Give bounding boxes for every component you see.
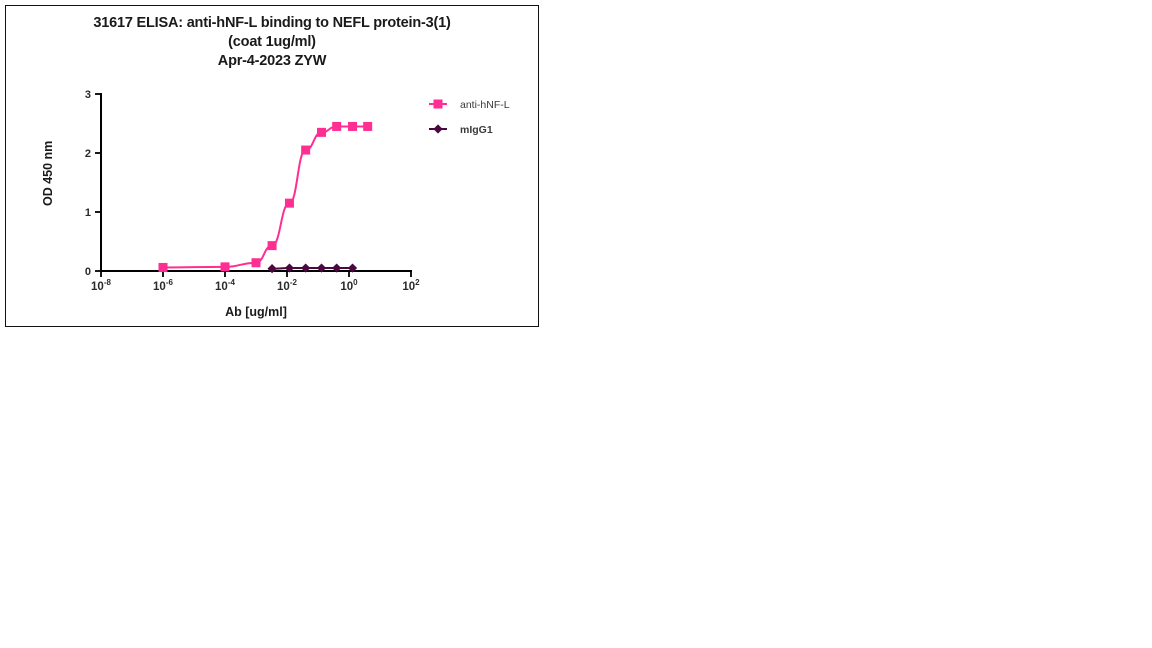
data-point [267,264,277,274]
x-tick-label: 10-8 [91,278,111,293]
data-point [332,121,342,131]
chart-title-line-3: Apr-4-2023 ZYW [217,53,327,69]
x-axis-ticks: 10-8 10-6 10-4 10-2 100 102 [91,271,420,293]
chart-panel: 31617 ELISA: anti-hNF-L binding to NEFL … [5,5,539,327]
series-anti-hnf-l [158,121,373,272]
legend-marker-diamond-icon [433,124,443,134]
data-point [301,263,311,273]
data-point [316,263,327,273]
chart-title-line-1: 31617 ELISA: anti-hNF-L binding to NEFL … [93,15,451,31]
data-point [301,145,311,155]
legend-item[interactable]: mIgG1 [429,124,493,136]
y-axis-title: OD 450 nm [41,141,55,206]
series-line [162,125,368,269]
data-point [158,262,168,272]
legend-item[interactable]: anti-hNF-L [429,99,510,111]
x-tick-label: 10-2 [277,278,297,293]
data-point [332,263,342,273]
axes-group [100,93,412,272]
y-axis-ticks: 0 1 2 3 [85,89,101,278]
x-tick-label: 10-4 [215,278,235,293]
plot-area: 0 1 2 3 10-8 10-6 10-4 10-2 100 102 OD 450 nm Ab… [41,89,510,319]
chart-title-line-2: (coat 1ug/ml) [228,34,316,50]
series-migg1 [267,263,358,274]
y-tick-label: 0 [85,266,91,278]
data-point [220,262,230,272]
data-point [363,121,373,131]
y-tick-label: 3 [85,89,91,101]
data-point [284,198,294,208]
legend-label: anti-hNF-L [460,99,510,111]
legend: anti-hNF-L mIgG1 [429,99,510,136]
y-tick-label: 2 [85,148,91,160]
legend-label: mIgG1 [460,124,493,136]
data-point [267,241,277,251]
data-point [347,263,358,273]
x-tick-label: 102 [402,278,420,293]
data-point [284,263,295,273]
x-axis-title: Ab [ug/ml] [225,305,287,319]
x-tick-label: 10-6 [153,278,173,293]
data-series-group [158,121,373,274]
x-tick-label: 100 [340,278,358,293]
data-point [251,258,261,268]
legend-marker-square-icon [433,99,443,109]
chart-title: 31617 ELISA: anti-hNF-L binding to NEFL … [6,14,538,71]
data-point [317,127,327,137]
y-tick-label: 1 [85,207,91,219]
data-point [348,121,358,131]
